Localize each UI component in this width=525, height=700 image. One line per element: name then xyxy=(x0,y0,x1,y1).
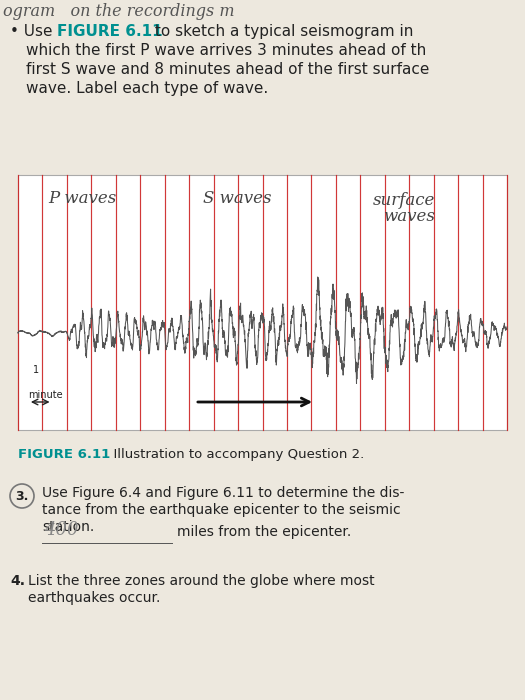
Text: • Use: • Use xyxy=(10,24,57,39)
Text: FIGURE 6.11: FIGURE 6.11 xyxy=(57,24,163,39)
Bar xyxy=(18,175,507,430)
Text: 1: 1 xyxy=(33,365,39,375)
Text: FIGURE 6.11: FIGURE 6.11 xyxy=(18,448,110,461)
Text: tance from the earthquake epicenter to the seismic: tance from the earthquake epicenter to t… xyxy=(42,503,401,517)
Text: waves: waves xyxy=(383,208,435,225)
Text: wave. Label each type of wave.: wave. Label each type of wave. xyxy=(26,81,268,96)
Text: ogram   on the recordings m: ogram on the recordings m xyxy=(3,3,235,20)
Text: minute: minute xyxy=(28,390,62,400)
Text: 4.: 4. xyxy=(10,574,25,588)
Text: S waves: S waves xyxy=(203,190,271,207)
Text: Illustration to accompany Question 2.: Illustration to accompany Question 2. xyxy=(105,448,364,461)
Text: Use Figure 6.4 and Figure 6.11 to determine the dis-: Use Figure 6.4 and Figure 6.11 to determ… xyxy=(42,486,404,500)
Text: earthquakes occur.: earthquakes occur. xyxy=(28,591,160,605)
Text: 400: 400 xyxy=(44,521,79,539)
Text: P waves: P waves xyxy=(48,190,116,207)
Text: List the three zones around the globe where most: List the three zones around the globe wh… xyxy=(28,574,375,588)
Text: to sketch a typical seismogram in: to sketch a typical seismogram in xyxy=(150,24,413,39)
Text: 3.: 3. xyxy=(15,489,29,503)
Text: surface: surface xyxy=(373,192,435,209)
Text: miles from the epicenter.: miles from the epicenter. xyxy=(177,525,351,539)
Text: station.: station. xyxy=(42,520,94,534)
Text: first S wave and 8 minutes ahead of the first surface: first S wave and 8 minutes ahead of the … xyxy=(26,62,429,77)
Text: which the first P wave arrives 3 minutes ahead of th: which the first P wave arrives 3 minutes… xyxy=(26,43,426,58)
